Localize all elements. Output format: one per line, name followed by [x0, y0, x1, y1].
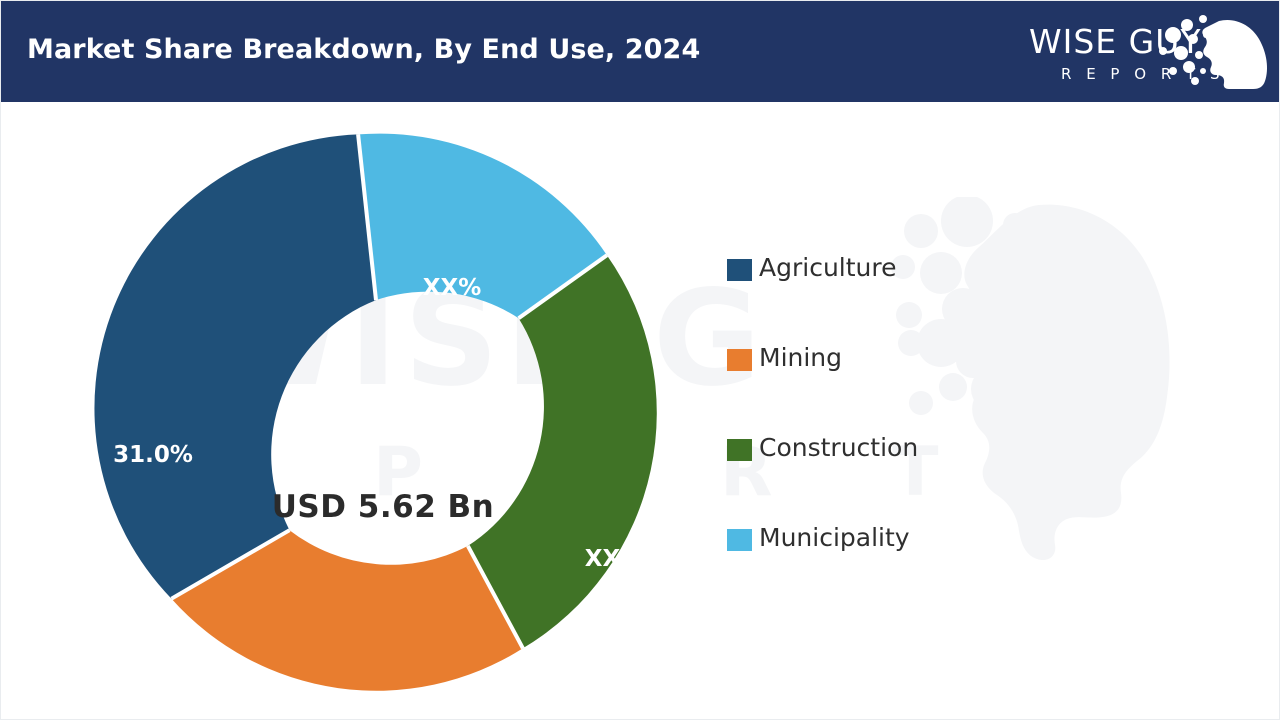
slice-label-municipality: XX%	[423, 275, 482, 301]
slice-label-construction: XX%	[585, 546, 644, 572]
legend-item-agriculture[interactable]: Agriculture	[727, 253, 1147, 343]
donut-chart: 31.0% XX% XX% XX% USD 5.62 Bn	[1, 102, 721, 719]
donut-center-value: USD 5.62 Bn	[271, 489, 495, 525]
legend-swatch-icon	[727, 349, 752, 371]
donut-slices	[94, 133, 657, 691]
legend-label: Mining	[759, 343, 843, 372]
legend-label: Municipality	[759, 523, 910, 552]
legend-item-construction[interactable]: Construction	[727, 433, 1147, 523]
slice-label-agriculture: 31.0%	[113, 442, 193, 468]
slice-construction[interactable]	[467, 255, 657, 649]
wiseguy-reports-logo: WISE GUY R E P O R T S	[1023, 9, 1273, 93]
donut-data-labels: 31.0% XX% XX% XX%	[113, 275, 644, 572]
slice-municipality[interactable]	[358, 133, 607, 319]
svg-text:R E P O R T S: R E P O R T S	[1061, 65, 1224, 83]
slice-mining[interactable]	[171, 530, 523, 691]
legend-label: Construction	[759, 433, 919, 462]
donut-slice-separators	[170, 134, 609, 650]
legend-item-mining[interactable]: Mining	[727, 343, 1147, 433]
legend-swatch-icon	[727, 529, 752, 551]
chart-legend: Agriculture Mining Construction Municipa…	[727, 253, 1147, 613]
legend-swatch-icon	[727, 259, 752, 281]
slice-agriculture[interactable]	[94, 134, 377, 599]
legend-label: Agriculture	[759, 253, 897, 282]
page-header: Market Share Breakdown, By End Use, 2024…	[1, 1, 1279, 102]
page-title: Market Share Breakdown, By End Use, 2024	[27, 34, 701, 65]
donut-chart-svg: 31.0% XX% XX% XX%	[94, 133, 657, 691]
legend-item-municipality[interactable]: Municipality	[727, 523, 1147, 613]
legend-swatch-icon	[727, 439, 752, 461]
